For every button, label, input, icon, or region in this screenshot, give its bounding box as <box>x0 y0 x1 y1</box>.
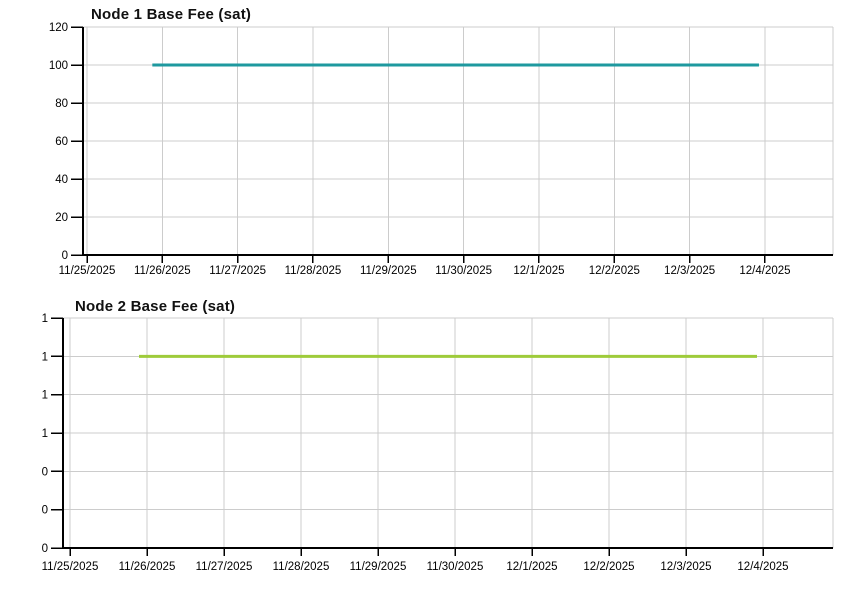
node1-chart-title: Node 1 Base Fee (sat) <box>91 6 252 23</box>
y-tick-label: 0 <box>42 543 48 555</box>
y-tick-label: 100 <box>49 60 68 72</box>
y-tick-label: 120 <box>49 22 68 34</box>
x-tick-label: 12/1/2025 <box>513 265 564 277</box>
x-tick-label: 11/30/2025 <box>435 265 492 277</box>
y-tick-label: 1 <box>42 428 48 440</box>
x-tick-label: 12/2/2025 <box>589 265 640 277</box>
y-tick-label: 40 <box>55 174 68 186</box>
x-tick-label: 11/27/2025 <box>196 561 253 573</box>
x-tick-label: 11/26/2025 <box>134 265 191 277</box>
x-tick-label: 11/27/2025 <box>209 265 266 277</box>
x-tick-label: 11/30/2025 <box>427 561 484 573</box>
y-tick-label: 20 <box>55 212 68 224</box>
x-tick-label: 12/3/2025 <box>664 265 715 277</box>
x-tick-label: 12/4/2025 <box>737 561 788 573</box>
x-tick-label: 12/4/2025 <box>739 265 790 277</box>
y-tick-label: 1 <box>42 313 48 325</box>
y-tick-label: 1 <box>42 390 48 402</box>
y-tick-label: 80 <box>55 98 68 110</box>
y-tick-label: 0 <box>42 466 48 478</box>
x-tick-label: 11/25/2025 <box>42 561 99 573</box>
y-tick-label: 1 <box>42 351 48 363</box>
x-tick-label: 11/26/2025 <box>119 561 176 573</box>
x-tick-label: 11/25/2025 <box>59 265 116 277</box>
x-tick-label: 12/2/2025 <box>583 561 634 573</box>
x-tick-label: 11/28/2025 <box>273 561 330 573</box>
x-tick-label: 12/1/2025 <box>506 561 557 573</box>
y-tick-label: 0 <box>42 505 48 517</box>
x-tick-label: 11/28/2025 <box>285 265 342 277</box>
node2-chart-title: Node 2 Base Fee (sat) <box>75 298 236 315</box>
x-tick-label: 11/29/2025 <box>360 265 417 277</box>
y-tick-label: 0 <box>62 250 68 262</box>
y-tick-label: 60 <box>55 136 68 148</box>
x-tick-label: 12/3/2025 <box>660 561 711 573</box>
x-tick-label: 11/29/2025 <box>350 561 407 573</box>
